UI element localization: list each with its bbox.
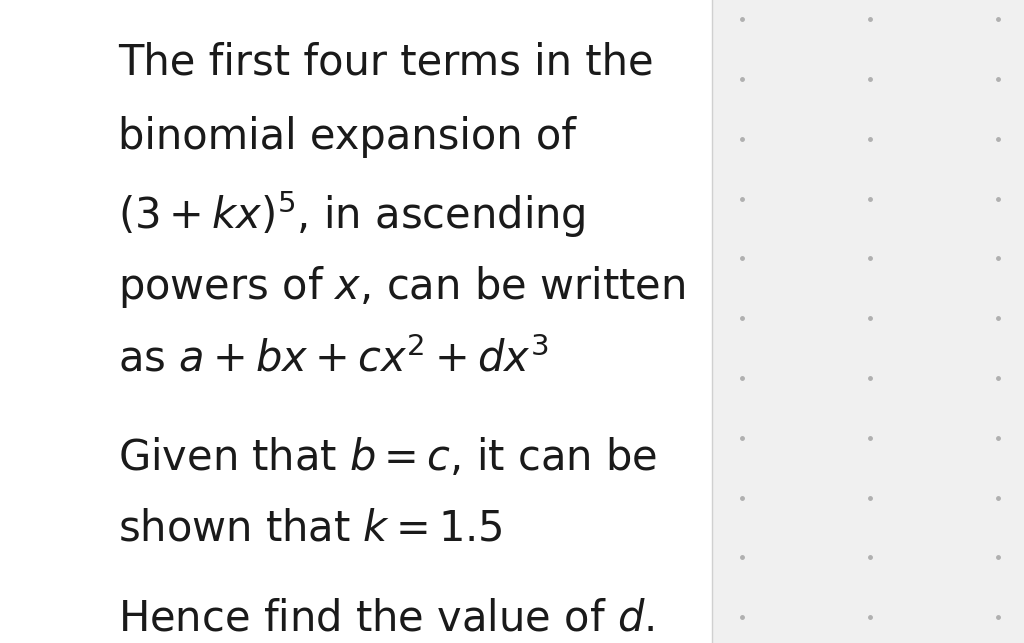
Text: Hence find the value of $d$.: Hence find the value of $d$. [118, 598, 654, 640]
Text: shown that $k = 1.5$: shown that $k = 1.5$ [118, 508, 503, 550]
Text: The first four terms in the: The first four terms in the [118, 42, 653, 84]
Bar [712, 0, 1024, 643]
Text: $(3 + kx)^5$, in ascending: $(3 + kx)^5$, in ascending [118, 190, 586, 240]
Text: Given that $b = c$, it can be: Given that $b = c$, it can be [118, 437, 657, 479]
Text: powers of $x$, can be written: powers of $x$, can be written [118, 264, 685, 310]
Text: binomial expansion of: binomial expansion of [118, 116, 575, 158]
Text: as $a + bx + cx^2 + dx^3$: as $a + bx + cx^2 + dx^3$ [118, 338, 548, 380]
